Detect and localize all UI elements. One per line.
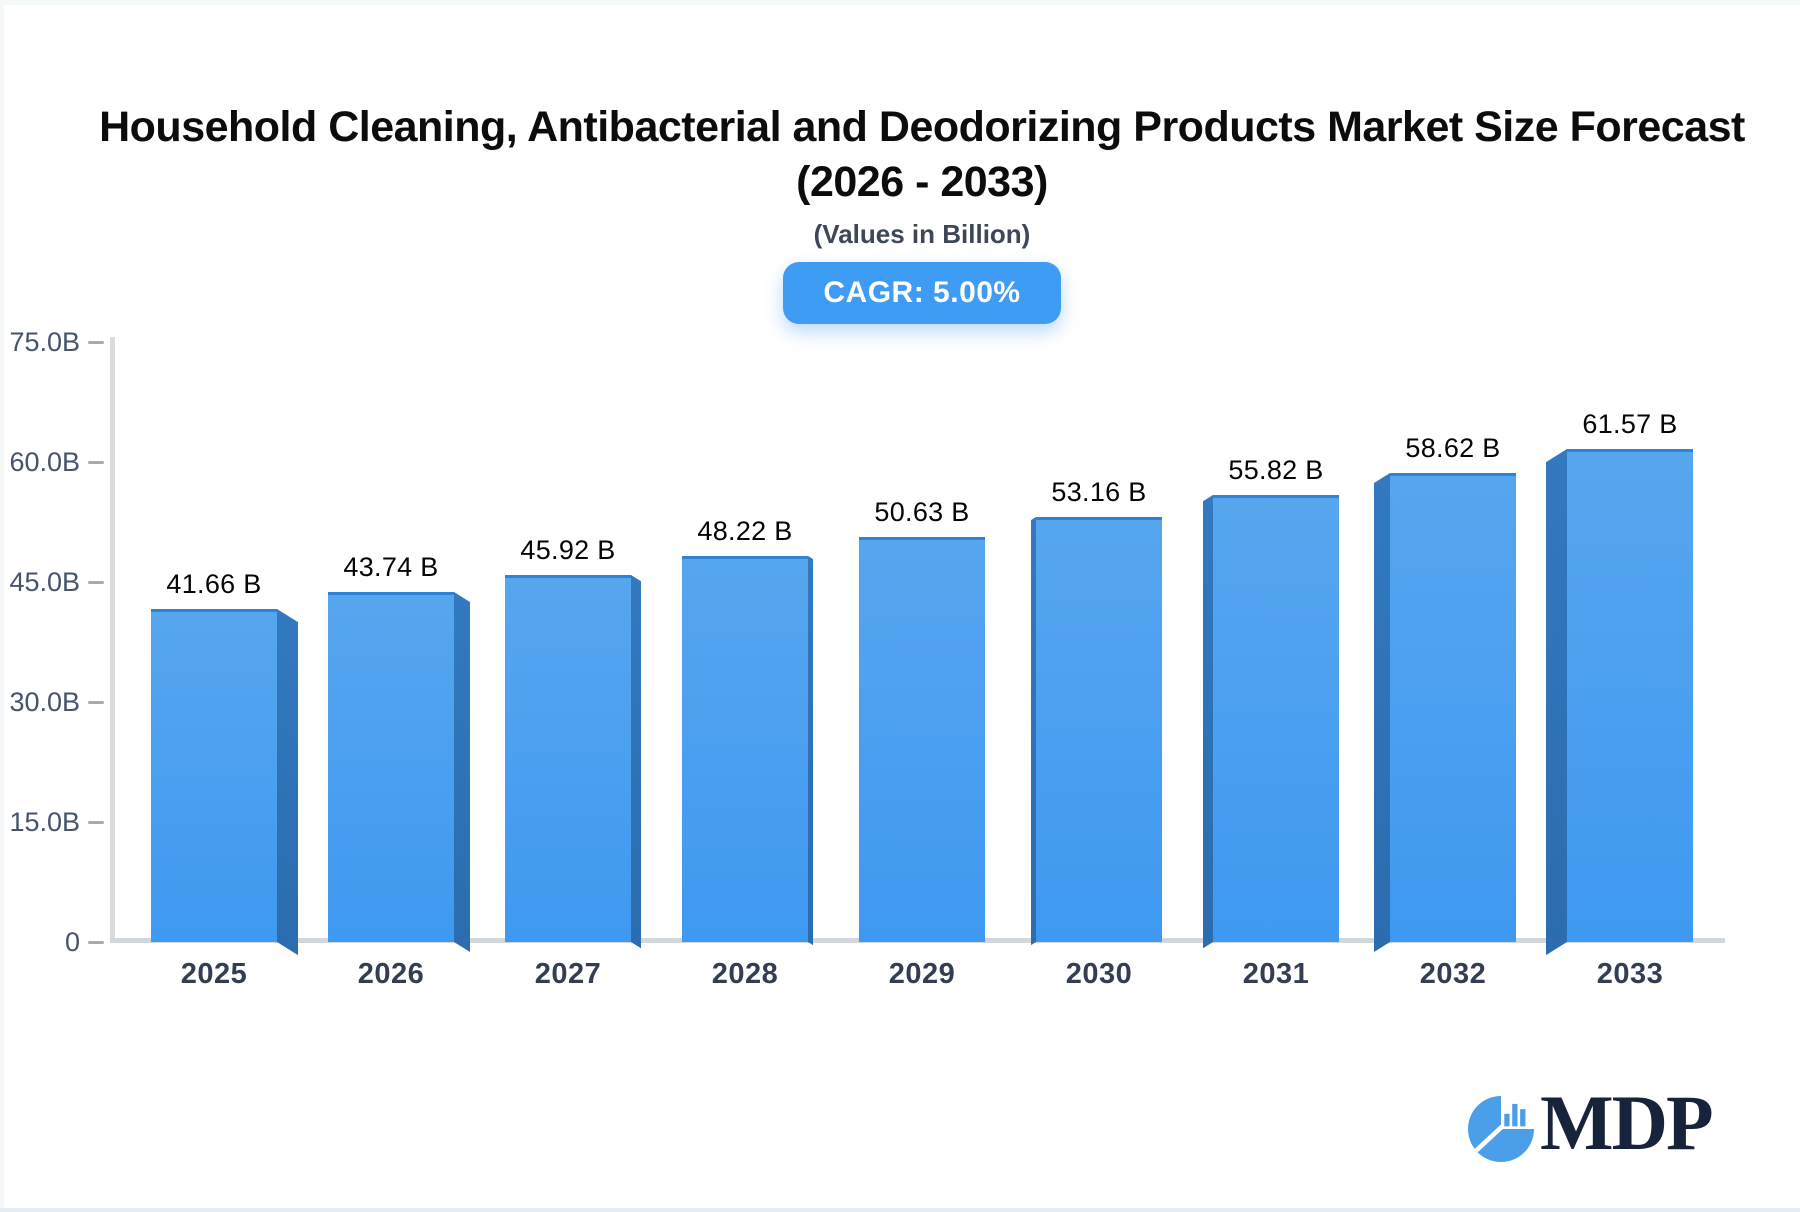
bar-value-label: 58.62 B bbox=[1405, 433, 1501, 463]
chart-title-line2: (2026 - 2033) bbox=[796, 158, 1048, 206]
chart-header: Household Cleaning, Antibacterial and De… bbox=[44, 100, 1800, 324]
page-border-left bbox=[0, 0, 4, 1212]
y-tick-label: 0 bbox=[64, 927, 80, 957]
mdp-logo: MDP bbox=[1468, 1079, 1728, 1170]
bar-value-label: 43.74 B bbox=[343, 552, 439, 582]
bar-2028 bbox=[682, 556, 808, 942]
bar-3d-side bbox=[454, 592, 470, 952]
bar-2026 bbox=[328, 592, 454, 942]
y-axis-line bbox=[110, 337, 115, 943]
y-tick-label: 30.0B bbox=[9, 687, 80, 717]
bar-2025 bbox=[151, 609, 277, 942]
y-tick-label: 45.0B bbox=[9, 567, 80, 597]
x-axis-label: 2031 bbox=[1242, 958, 1310, 990]
cagr-badge: CAGR: 5.00% bbox=[783, 262, 1061, 324]
x-axis-label: 2027 bbox=[534, 958, 602, 990]
y-tick-mark bbox=[88, 941, 104, 944]
x-axis-label: 2025 bbox=[180, 958, 248, 990]
x-axis-label: 2033 bbox=[1596, 958, 1664, 990]
y-tick-mark bbox=[88, 341, 104, 344]
bar-value-label: 48.22 B bbox=[697, 516, 793, 546]
bar-2027 bbox=[505, 575, 631, 942]
x-axis-label: 2032 bbox=[1419, 958, 1487, 990]
bar-value-label: 55.82 B bbox=[1228, 455, 1324, 485]
logo-text: MDP bbox=[1540, 1079, 1714, 1166]
page-border-top bbox=[0, 0, 1800, 5]
x-axis-label: 2028 bbox=[711, 958, 779, 990]
y-tick-label: 60.0B bbox=[9, 447, 80, 477]
bar-3d-side bbox=[1546, 449, 1567, 956]
bar-2033 bbox=[1567, 449, 1693, 942]
bar-3d-side bbox=[277, 609, 298, 956]
y-tick-label: 75.0B bbox=[9, 327, 80, 357]
bar-value-label: 61.57 B bbox=[1582, 409, 1678, 439]
bar-3d-side bbox=[631, 575, 641, 949]
bar-value-label: 41.66 B bbox=[166, 569, 262, 599]
bar-3d-side bbox=[808, 556, 813, 946]
y-tick-mark bbox=[88, 701, 104, 704]
x-axis-label: 2026 bbox=[357, 958, 425, 990]
pie-bar-chart-icon bbox=[1468, 1096, 1534, 1162]
bar-2031 bbox=[1213, 495, 1339, 942]
chart-subtitle: (Values in Billion) bbox=[813, 219, 1031, 249]
x-axis-label: 2029 bbox=[888, 958, 956, 990]
bar-2032 bbox=[1390, 473, 1516, 942]
y-tick-mark bbox=[88, 821, 104, 824]
y-tick-label: 15.0B bbox=[9, 807, 80, 837]
bar-value-label: 45.92 B bbox=[520, 535, 616, 565]
y-tick-mark bbox=[88, 461, 104, 464]
bar-2030 bbox=[1036, 517, 1162, 942]
bar-2029 bbox=[859, 537, 985, 942]
bar-3d-side bbox=[1374, 473, 1390, 952]
x-axis-label: 2030 bbox=[1065, 958, 1133, 990]
page-border-bottom bbox=[0, 1208, 1800, 1212]
bar-3d-side bbox=[1203, 495, 1213, 949]
chart-title-line1: Household Cleaning, Antibacterial and De… bbox=[99, 103, 1745, 151]
bar-value-label: 53.16 B bbox=[1051, 477, 1147, 507]
y-tick-mark bbox=[88, 581, 104, 584]
bar-value-label: 50.63 B bbox=[874, 497, 970, 527]
